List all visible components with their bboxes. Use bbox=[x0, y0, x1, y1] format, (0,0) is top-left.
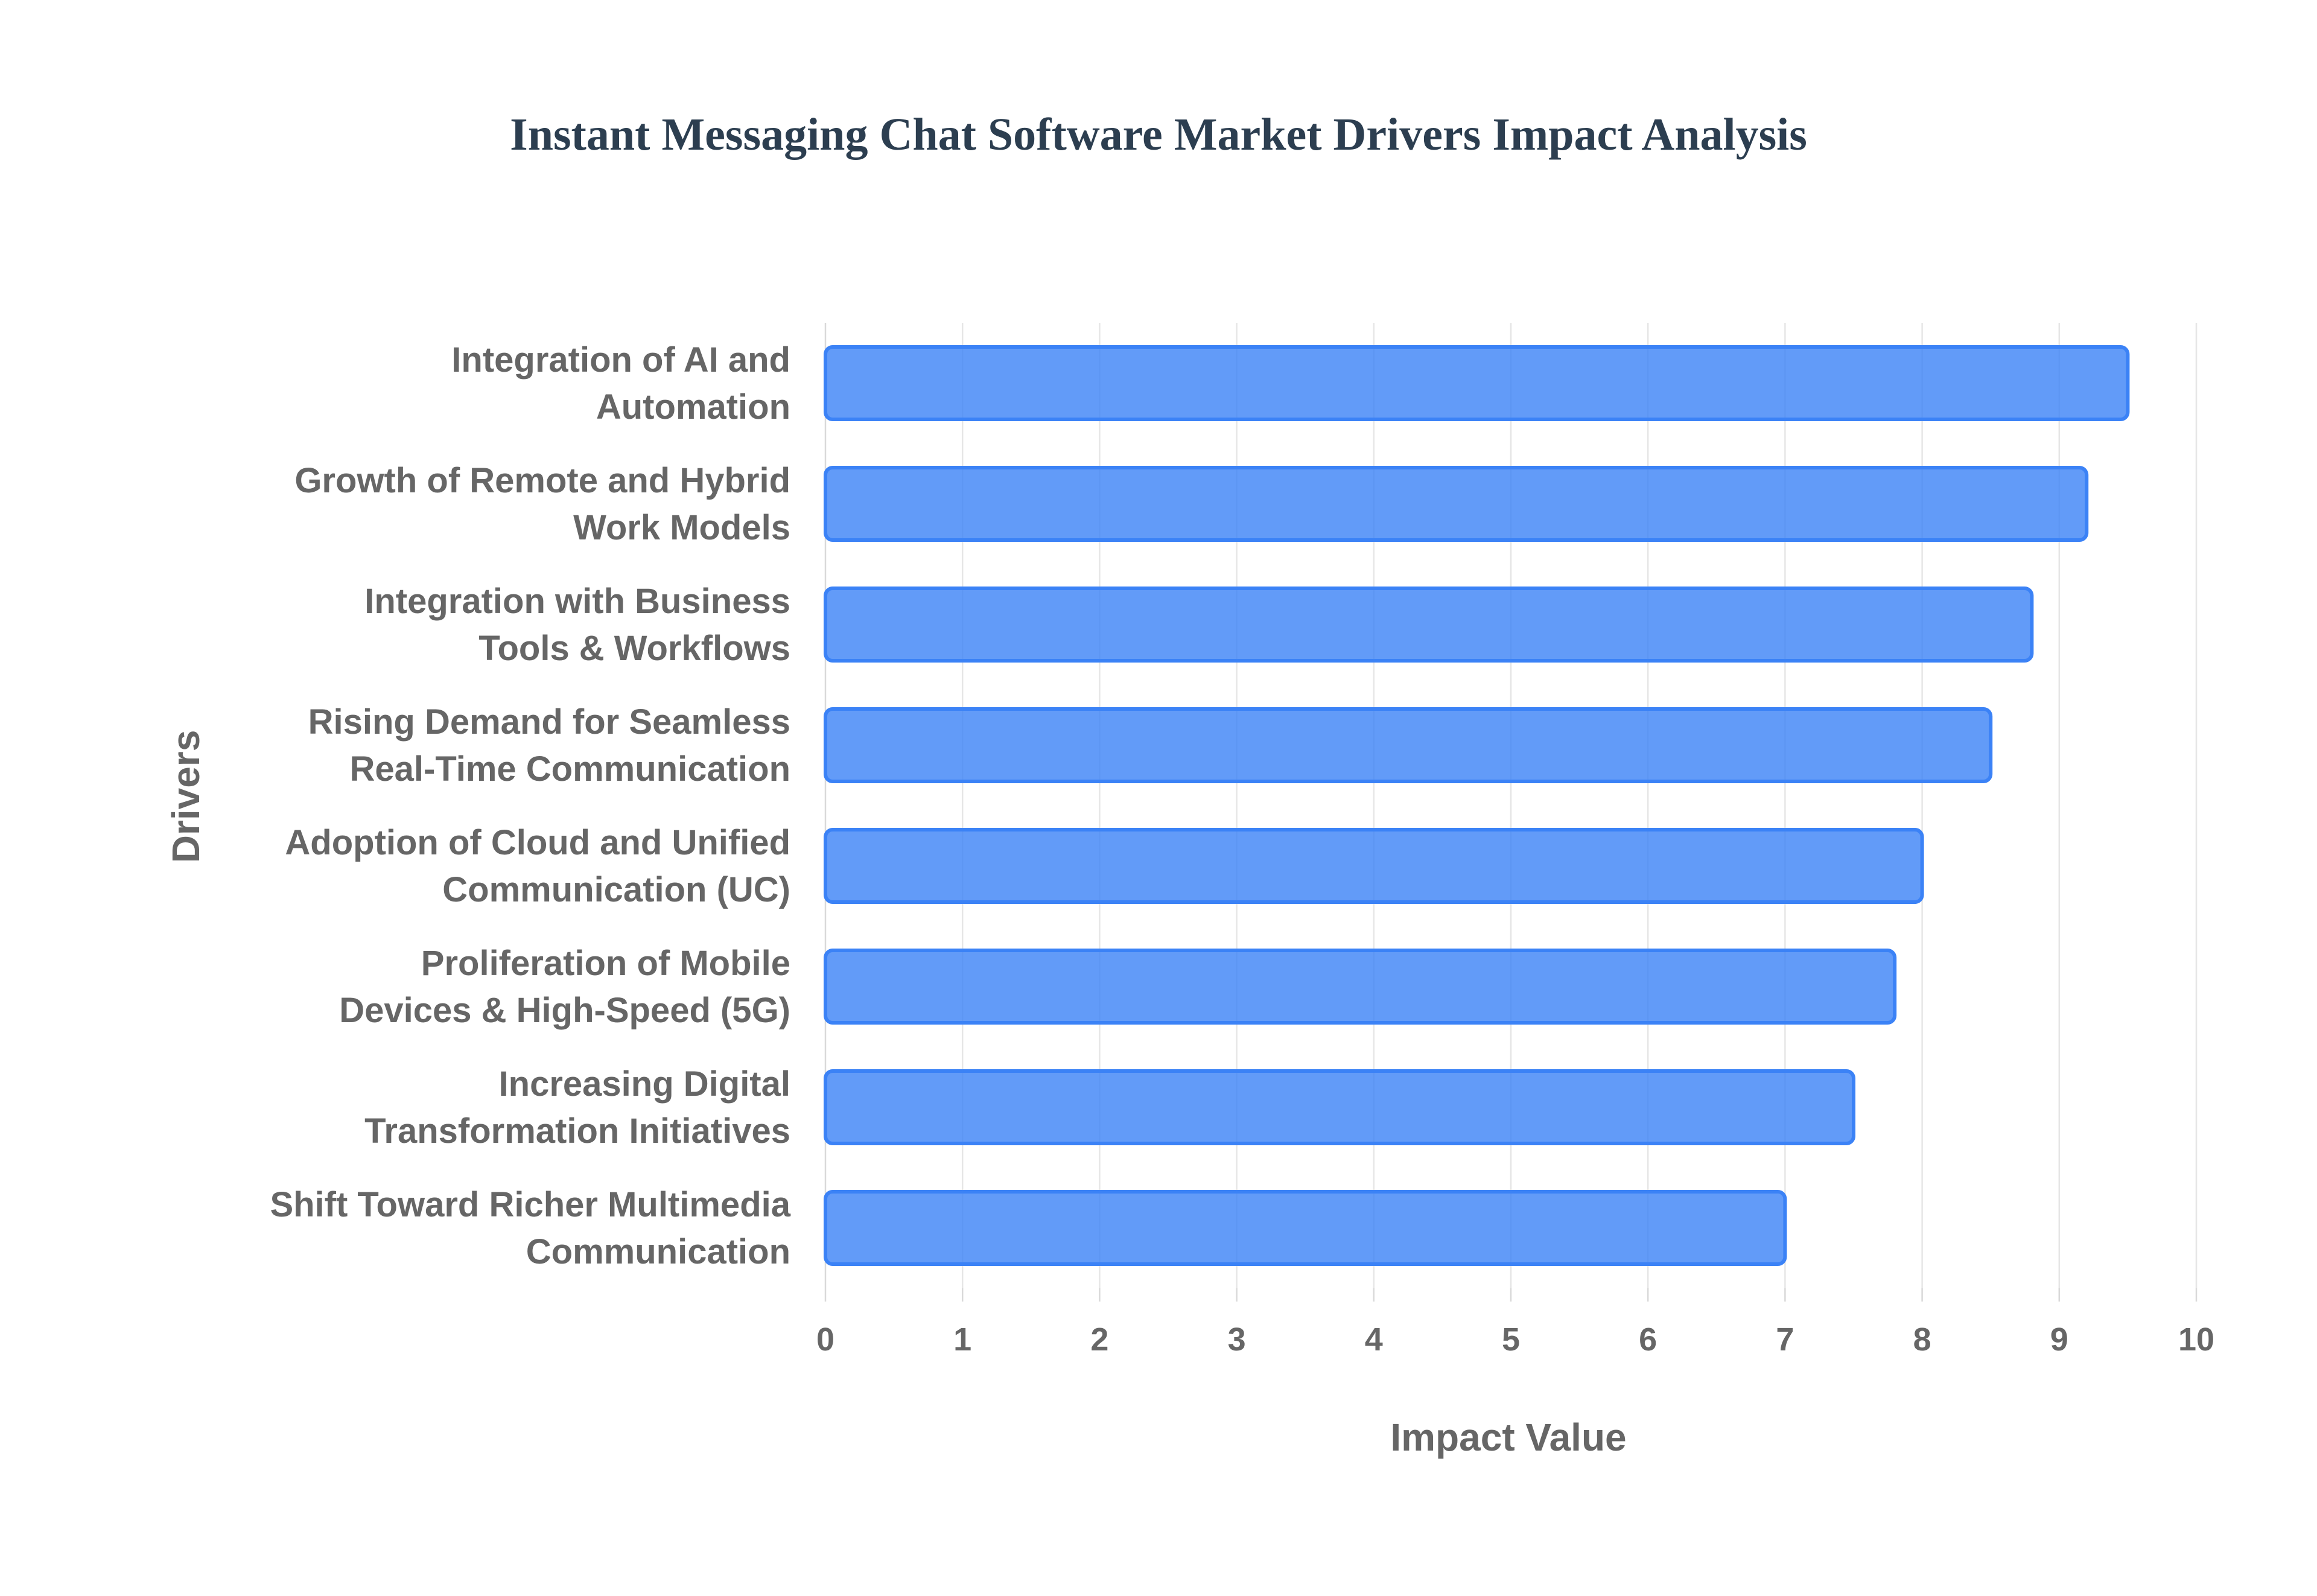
category-label-7: Increasing Digital Transformation Initiat… bbox=[364, 1064, 790, 1151]
category-labels: Integration of AI and Automation Growth of… bbox=[270, 340, 790, 1271]
category-label-line: Proliferation of Mobile bbox=[421, 944, 790, 983]
category-label-line: Transformation Initiatives bbox=[364, 1111, 790, 1151]
category-label-2: Growth of Remote and Hybrid Work Models bbox=[294, 461, 790, 547]
category-label-6: Proliferation of Mobile Devices & High-Sp… bbox=[339, 944, 790, 1030]
bar-4 bbox=[824, 707, 1993, 783]
category-label-line: Adoption of Cloud and Unified bbox=[285, 823, 790, 862]
x-axis-ticks: 0 1 2 3 4 5 6 7 8 9 10 bbox=[816, 1321, 2214, 1358]
bar-5 bbox=[824, 828, 1924, 904]
bar-1 bbox=[824, 345, 2130, 421]
category-label-line: Communication bbox=[526, 1232, 790, 1271]
category-label-line: Communication (UC) bbox=[442, 870, 790, 909]
category-label-line: Increasing Digital bbox=[499, 1064, 790, 1104]
category-label-line: Integration of AI and bbox=[451, 340, 790, 380]
category-label-line: Work Models bbox=[573, 508, 790, 547]
x-tick-label: 8 bbox=[1913, 1321, 1931, 1358]
category-label-5: Adoption of Cloud and Unified Communicati… bbox=[285, 823, 790, 909]
chart-title: Instant Messaging Chat Software Market D… bbox=[510, 109, 1807, 160]
category-label-line: Real-Time Communication bbox=[350, 749, 791, 789]
x-tick-label: 7 bbox=[1776, 1321, 1794, 1358]
category-label-8: Shift Toward Richer Multimedia Communicat… bbox=[270, 1185, 790, 1271]
x-axis-title: Impact Value bbox=[1390, 1416, 1626, 1459]
y-axis-title: Drivers bbox=[164, 730, 208, 863]
category-label-line: Growth of Remote and Hybrid bbox=[294, 461, 790, 500]
x-tick-label: 3 bbox=[1228, 1321, 1246, 1358]
x-tick-label: 0 bbox=[816, 1321, 834, 1358]
category-label-4: Rising Demand for Seamless Real-Time Comm… bbox=[308, 702, 790, 789]
category-label-line: Integration with Business bbox=[364, 582, 790, 621]
x-tick-label: 9 bbox=[2050, 1321, 2068, 1358]
category-label-line: Automation bbox=[596, 387, 790, 427]
x-tick-label: 1 bbox=[953, 1321, 971, 1358]
category-label-line: Devices & High-Speed (5G) bbox=[339, 991, 790, 1030]
bar-3 bbox=[824, 587, 2034, 663]
x-tick-label: 2 bbox=[1090, 1321, 1108, 1358]
bar-8 bbox=[824, 1190, 1787, 1266]
x-tick-label: 10 bbox=[2178, 1321, 2214, 1358]
category-label-1: Integration of AI and Automation bbox=[451, 340, 790, 427]
bars bbox=[824, 345, 2130, 1266]
category-label-line: Shift Toward Richer Multimedia bbox=[270, 1185, 790, 1224]
bar-2 bbox=[824, 466, 2089, 542]
category-label-line: Rising Demand for Seamless bbox=[308, 702, 790, 742]
x-tick-label: 4 bbox=[1365, 1321, 1383, 1358]
bar-6 bbox=[824, 949, 1897, 1025]
x-tick-label: 6 bbox=[1639, 1321, 1657, 1358]
bar-7 bbox=[824, 1069, 1855, 1145]
category-label-3: Integration with Business Tools & Workflo… bbox=[364, 582, 790, 668]
x-tick-label: 5 bbox=[1502, 1321, 1520, 1358]
category-label-line: Tools & Workflows bbox=[478, 629, 790, 668]
